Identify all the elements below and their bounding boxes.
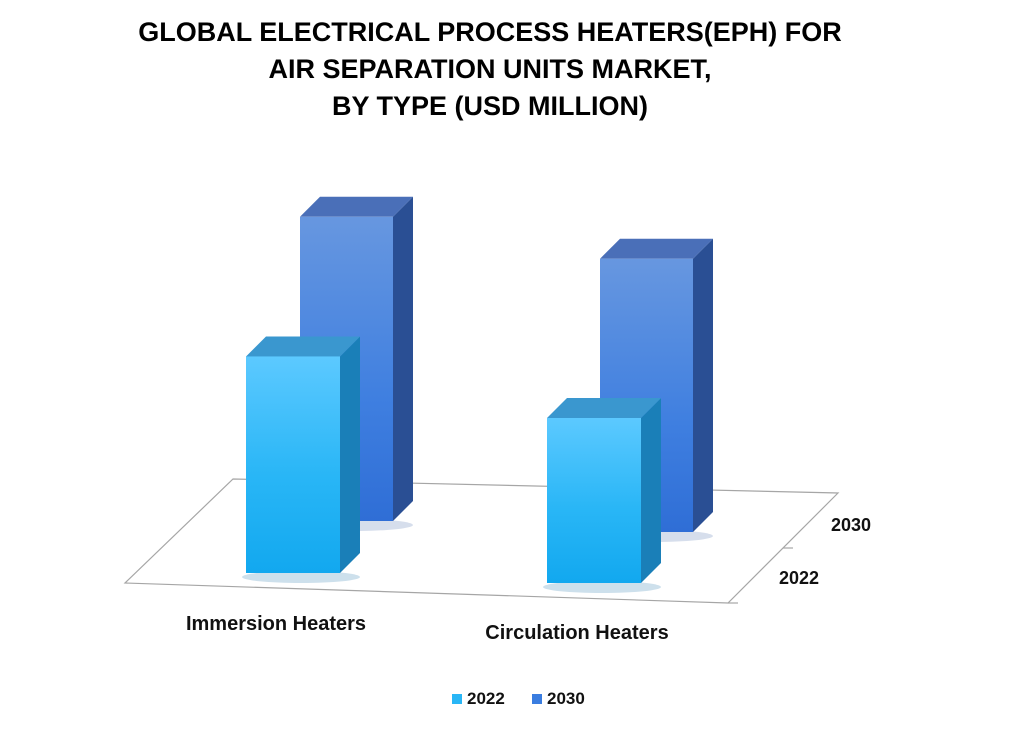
bar-side-2022-1 <box>641 398 661 583</box>
bar-top-2022-0 <box>246 336 360 357</box>
bar-side-2030-0 <box>393 196 413 521</box>
title-line-1: GLOBAL ELECTRICAL PROCESS HEATERS(EPH) F… <box>138 17 842 47</box>
depth-label: 2022 <box>779 568 819 588</box>
bar-side-2030-1 <box>693 238 713 532</box>
category-label: Immersion Heaters <box>186 613 366 635</box>
category-label: Circulation Heaters <box>485 622 668 644</box>
bar-top-2030-1 <box>600 238 713 259</box>
bar-shadow <box>543 581 661 593</box>
bar-top-2022-1 <box>547 398 661 418</box>
bar-2022-1 <box>547 418 641 583</box>
legend-label-2022: 2022 <box>467 689 505 708</box>
legend-swatch-2022 <box>452 694 462 704</box>
title-line-3: BY TYPE (USD MILLION) <box>331 91 648 121</box>
bar-shadow <box>242 571 360 583</box>
bar-top-2030-0 <box>300 196 413 217</box>
bar-side-2022-0 <box>340 336 360 573</box>
legend-label-2030: 2030 <box>547 689 585 708</box>
legend-swatch-2030 <box>532 694 542 704</box>
depth-label: 2030 <box>831 515 871 535</box>
chart-title: GLOBAL ELECTRICAL PROCESS HEATERS(EPH) F… <box>0 14 980 125</box>
bar-2022-0 <box>246 356 340 573</box>
title-line-2: AIR SEPARATION UNITS MARKET, <box>268 54 712 84</box>
chart-floor <box>123 478 840 604</box>
